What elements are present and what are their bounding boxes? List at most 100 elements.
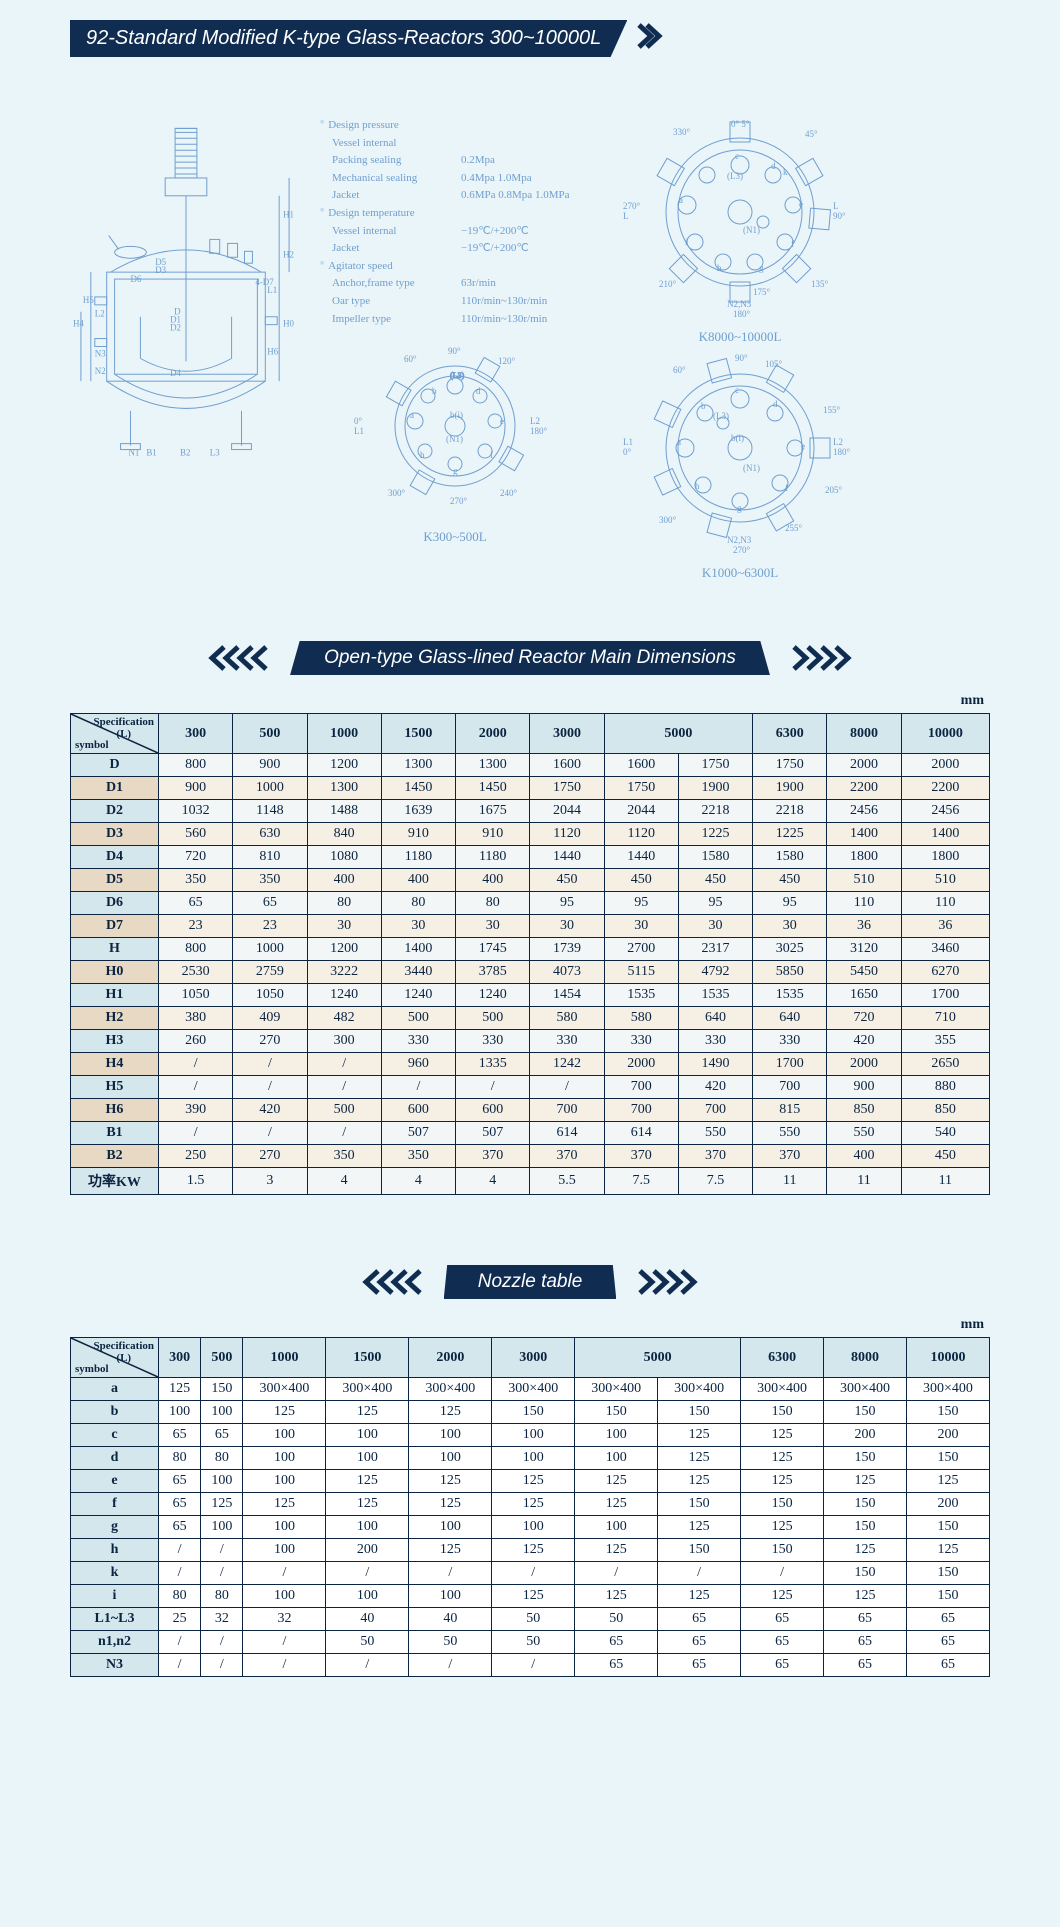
table-cell: 1400: [901, 823, 989, 846]
table-col-header: 8000: [827, 714, 901, 754]
table-cell: 350: [307, 1145, 381, 1168]
table-row-header: f: [71, 1493, 159, 1516]
table-cell: 4792: [678, 961, 752, 984]
svg-text:N2,N3: N2,N3: [727, 299, 752, 309]
table-cell: 800: [159, 754, 233, 777]
svg-text:N2,N3: N2,N3: [727, 535, 752, 545]
table-row-header: e: [71, 1470, 159, 1493]
svg-text:b: b: [432, 386, 437, 396]
table-cell: 150: [658, 1539, 741, 1562]
table-cell: 125: [658, 1424, 741, 1447]
table-cell: 1240: [381, 984, 455, 1007]
table-cell: 50: [492, 1631, 575, 1654]
svg-text:0°: 0°: [354, 416, 363, 426]
table-cell: 7.5: [678, 1168, 752, 1195]
spec-vessel2-value: −19℃/+200℃: [461, 223, 590, 241]
table-cell: 125: [409, 1470, 492, 1493]
table-cell: 65: [159, 1424, 201, 1447]
table-cell: 1700: [753, 1053, 827, 1076]
table-cell: 300×400: [741, 1378, 824, 1401]
dimensions-table: Specification(L)symbol300500100015002000…: [70, 713, 990, 1195]
table-cell: /: [159, 1562, 201, 1585]
table-cell: 614: [530, 1122, 604, 1145]
table-cell: 1450: [456, 777, 530, 800]
table-cell: 330: [678, 1030, 752, 1053]
table-col-header: 300: [159, 714, 233, 754]
table-cell: 65: [575, 1631, 658, 1654]
table-cell: 150: [658, 1401, 741, 1424]
svg-text:d: d: [476, 386, 481, 396]
table-cell: 95: [604, 892, 678, 915]
table-cell: 100: [326, 1585, 409, 1608]
table-cell: 4: [456, 1168, 530, 1195]
table-cell: 1200: [307, 938, 381, 961]
table-cell: 4073: [530, 961, 604, 984]
table-cell: 125: [575, 1539, 658, 1562]
table-cell: 560: [159, 823, 233, 846]
table-cell: 2000: [827, 1053, 901, 1076]
table-cell: 125: [741, 1447, 824, 1470]
table-cell: 1120: [604, 823, 678, 846]
svg-text:90°: 90°: [833, 211, 846, 221]
table-col-header: 3000: [530, 714, 604, 754]
table-cell: 125: [741, 1470, 824, 1493]
svg-text:(N1): (N1): [743, 463, 760, 473]
chevron-left-group-icon: [208, 645, 278, 671]
table-cell: 125: [409, 1493, 492, 1516]
svg-text:H2: H2: [283, 249, 294, 259]
chevron-right-group-icon: [782, 645, 852, 671]
table-cell: 482: [307, 1007, 381, 1030]
table-cell: 2044: [530, 800, 604, 823]
svg-text:h: h: [717, 263, 722, 273]
table-row-header: H3: [71, 1030, 159, 1053]
svg-text:L3: L3: [210, 448, 220, 457]
table-cell: 2700: [604, 938, 678, 961]
spec-anchor-value: 63r/min: [461, 275, 590, 293]
table-cell: 125: [575, 1585, 658, 1608]
table-row: n1,n2///5050506565656565: [71, 1631, 990, 1654]
table-cell: /: [492, 1654, 575, 1677]
table-cell: 65: [575, 1654, 658, 1677]
table-row-header: L1~L3: [71, 1608, 159, 1631]
svg-text:L1: L1: [267, 285, 277, 295]
table-cell: /: [456, 1076, 530, 1099]
table-cell: /: [159, 1631, 201, 1654]
table-cell: 150: [906, 1516, 989, 1539]
table-cell: 125: [658, 1447, 741, 1470]
table-cell: 270: [233, 1030, 307, 1053]
table-row: L1~L32532324040505065656565: [71, 1608, 990, 1631]
svg-text:H5: H5: [83, 295, 94, 305]
table-cell: 4: [381, 1168, 455, 1195]
svg-text:f: f: [791, 239, 794, 249]
table-cell: /: [326, 1654, 409, 1677]
diagrams-right-col: 0° 5° 330° 45° 270° L L 90° 210° 135° 17…: [610, 117, 870, 581]
table-cell: 1400: [827, 823, 901, 846]
unit-label-2: mm: [70, 1317, 990, 1333]
table-cell: 1745: [456, 938, 530, 961]
table-cell: 125: [658, 1585, 741, 1608]
page-title: 92-Standard Modified K-type Glass-Reacto…: [70, 20, 627, 57]
table-cell: 80: [159, 1447, 201, 1470]
table-row: H5//////700420700900880: [71, 1076, 990, 1099]
table-row: H3260270300330330330330330330420355: [71, 1030, 990, 1053]
table-row: k/////////150150: [71, 1562, 990, 1585]
table-row-header: H: [71, 938, 159, 961]
table-cell: 1900: [678, 777, 752, 800]
svg-text:120°: 120°: [498, 356, 516, 366]
table-cell: 6270: [901, 961, 989, 984]
table-cell: 65: [159, 1470, 201, 1493]
nozzle-table: Specification(L)symbol300500100015002000…: [70, 1337, 990, 1677]
table-cell: 1739: [530, 938, 604, 961]
table-cell: 40: [409, 1608, 492, 1631]
table-row: 功率KW1.534445.57.57.5111111: [71, 1168, 990, 1195]
table-col-header: 1000: [243, 1338, 326, 1378]
table-cell: 36: [827, 915, 901, 938]
table-cell: 1120: [530, 823, 604, 846]
table-cell: /: [243, 1654, 326, 1677]
table-cell: 65: [159, 892, 233, 915]
svg-text:300°: 300°: [659, 515, 677, 525]
table-cell: 800: [159, 938, 233, 961]
svg-text:N2: N2: [95, 366, 106, 376]
table-row-header: H5: [71, 1076, 159, 1099]
table-cell: 125: [741, 1424, 824, 1447]
